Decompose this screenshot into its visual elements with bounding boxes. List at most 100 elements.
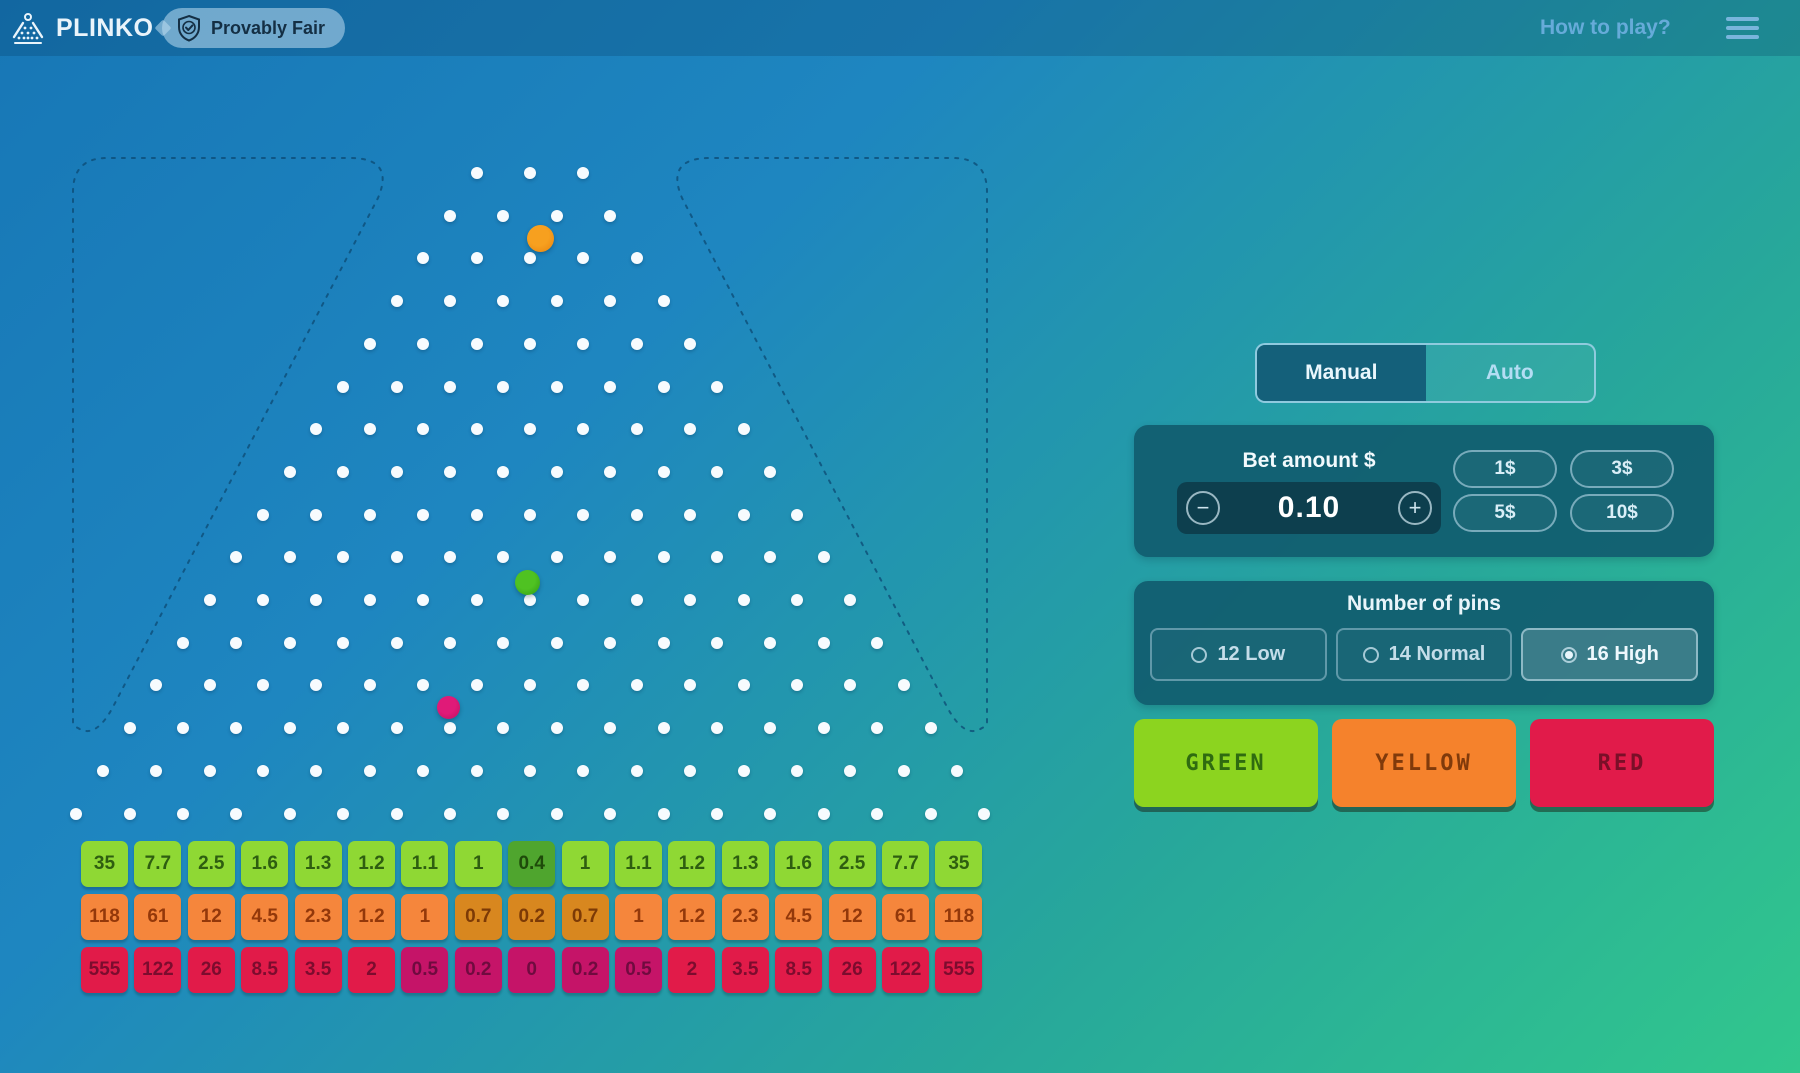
peg bbox=[524, 252, 536, 265]
multiplier-cell-yellow-12: 12 bbox=[828, 894, 876, 940]
peg bbox=[417, 423, 430, 436]
provably-fair-badge[interactable]: Provably Fair bbox=[162, 8, 346, 48]
peg bbox=[924, 807, 937, 820]
bet-red-button[interactable]: RED bbox=[1530, 719, 1714, 807]
multiplier-cell-green-1: 1 bbox=[454, 841, 502, 887]
peg bbox=[710, 807, 723, 820]
peg bbox=[337, 551, 350, 564]
peg bbox=[497, 636, 510, 649]
multiplier-cell-green-1.2: 1.2 bbox=[668, 841, 716, 887]
peg bbox=[497, 807, 510, 820]
peg bbox=[497, 722, 510, 735]
quick-bet-1[interactable]: 1$ bbox=[1453, 450, 1557, 488]
peg bbox=[951, 764, 964, 777]
peg bbox=[630, 252, 643, 265]
pins-option-12-low[interactable]: 12 Low bbox=[1150, 628, 1327, 681]
quick-bet-5[interactable]: 5$ bbox=[1453, 494, 1557, 532]
pins-option-16-high[interactable]: 16 High bbox=[1521, 628, 1699, 681]
tab-manual[interactable]: Manual bbox=[1257, 345, 1426, 401]
quick-bet-buttons: 1$ 3$ 5$ 10$ bbox=[1453, 450, 1674, 532]
peg bbox=[737, 679, 750, 692]
peg bbox=[310, 764, 323, 777]
peg bbox=[844, 679, 857, 692]
peg bbox=[470, 764, 483, 777]
peg bbox=[791, 594, 803, 606]
peg bbox=[764, 636, 777, 649]
peg bbox=[310, 594, 323, 606]
multiplier-cell-red-0.5: 0.5 bbox=[401, 947, 449, 993]
multiplier-cell-yellow-118: 118 bbox=[81, 894, 128, 940]
radio-icon bbox=[1191, 646, 1208, 663]
peg bbox=[497, 465, 510, 478]
peg bbox=[150, 679, 163, 692]
peg bbox=[817, 722, 830, 735]
peg bbox=[710, 465, 723, 478]
peg bbox=[657, 380, 670, 393]
multiplier-cell-green-1.3: 1.3 bbox=[294, 841, 342, 887]
mode-tabs: Manual Auto bbox=[1255, 343, 1596, 403]
peg bbox=[604, 551, 617, 564]
bet-yellow-button[interactable]: YELLOW bbox=[1332, 719, 1516, 807]
peg bbox=[817, 551, 830, 564]
peg bbox=[470, 337, 483, 350]
quick-bet-3[interactable]: 3$ bbox=[1570, 450, 1674, 488]
menu-icon[interactable] bbox=[1726, 17, 1759, 39]
bet-amount-panel: Bet amount $ − 0.10 + 1$ 3$ 5$ 10$ bbox=[1134, 425, 1714, 557]
number-of-pins-panel: Number of pins 12 Low 14 Normal 16 High bbox=[1134, 581, 1714, 705]
peg bbox=[550, 295, 563, 308]
multiplier-cell-yellow-4.5: 4.5 bbox=[241, 894, 289, 940]
peg bbox=[764, 722, 777, 735]
peg bbox=[630, 764, 643, 777]
peg bbox=[550, 465, 563, 478]
peg bbox=[550, 380, 563, 393]
quick-bet-10[interactable]: 10$ bbox=[1570, 494, 1674, 532]
peg bbox=[524, 508, 536, 521]
peg bbox=[390, 295, 403, 308]
peg bbox=[550, 551, 563, 564]
peg bbox=[524, 423, 536, 436]
peg bbox=[684, 423, 697, 436]
multiplier-cell-red-3.5: 3.5 bbox=[721, 947, 769, 993]
brand-logo: PLINKO bbox=[10, 0, 153, 56]
peg bbox=[657, 636, 670, 649]
peg bbox=[497, 209, 510, 222]
multiplier-cell-yellow-4.5: 4.5 bbox=[775, 894, 823, 940]
peg bbox=[604, 465, 617, 478]
multiplier-cell-green-1.1: 1.1 bbox=[615, 841, 662, 887]
peg bbox=[390, 465, 403, 478]
pins-option-14-normal[interactable]: 14 Normal bbox=[1335, 628, 1513, 681]
peg bbox=[737, 423, 750, 436]
peg bbox=[443, 807, 456, 820]
peg bbox=[604, 209, 617, 222]
bet-amount-value[interactable]: 0.10 bbox=[1277, 490, 1341, 524]
peg bbox=[577, 679, 590, 692]
peg bbox=[550, 807, 563, 820]
peg bbox=[417, 337, 430, 350]
green-ball bbox=[514, 569, 540, 595]
peg bbox=[577, 337, 590, 350]
peg bbox=[657, 295, 670, 308]
peg bbox=[630, 679, 643, 692]
peg bbox=[283, 465, 296, 478]
peg bbox=[871, 807, 884, 820]
peg bbox=[230, 722, 243, 735]
peg bbox=[337, 807, 350, 820]
multiplier-cell-red-26: 26 bbox=[828, 947, 876, 993]
bet-green-button[interactable]: GREEN bbox=[1134, 719, 1318, 807]
peg bbox=[630, 594, 643, 606]
how-to-play-link[interactable]: How to play? bbox=[1540, 16, 1671, 39]
peg bbox=[363, 764, 376, 777]
peg bbox=[363, 679, 376, 692]
peg bbox=[283, 722, 296, 735]
peg bbox=[977, 807, 990, 820]
increase-bet-button[interactable]: + bbox=[1398, 490, 1432, 525]
bet-amount-label: Bet amount $ bbox=[1242, 448, 1376, 472]
tab-auto[interactable]: Auto bbox=[1485, 361, 1534, 384]
multiplier-cell-green-1.1: 1.1 bbox=[401, 841, 449, 887]
peg bbox=[417, 679, 430, 692]
peg bbox=[791, 679, 803, 692]
multiplier-cell-red-26: 26 bbox=[187, 947, 235, 993]
decrease-bet-button[interactable]: − bbox=[1186, 490, 1220, 525]
peg bbox=[710, 551, 723, 564]
pink-ball bbox=[436, 695, 460, 719]
